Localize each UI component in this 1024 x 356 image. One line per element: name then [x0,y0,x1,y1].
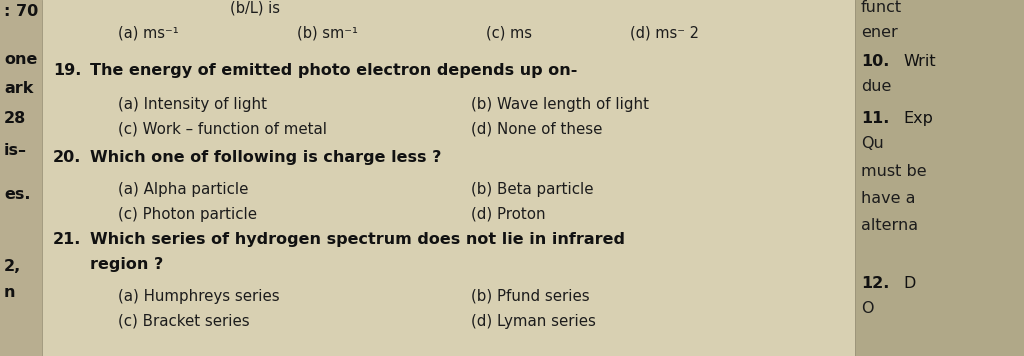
Text: is–: is– [4,143,27,158]
Text: Qu: Qu [861,136,884,151]
Text: funct: funct [861,0,902,15]
Text: (c) Work – function of metal: (c) Work – function of metal [118,121,327,136]
Text: Which one of following is charge less ?: Which one of following is charge less ? [90,150,441,165]
Text: (a) Humphreys series: (a) Humphreys series [118,289,280,304]
Text: 20.: 20. [53,150,82,165]
Text: (b) sm⁻¹: (b) sm⁻¹ [297,25,357,40]
Bar [0,0,42,356]
Text: have a: have a [861,191,915,206]
Text: due: due [861,79,891,94]
Text: alterna: alterna [861,218,919,232]
Text: 12.: 12. [861,276,890,291]
Text: one: one [4,52,37,67]
Text: ark: ark [4,80,34,95]
Text: (d) Proton: (d) Proton [471,207,546,222]
Text: region ?: region ? [90,257,164,272]
Text: Which series of hydrogen spectrum does not lie in infrared: Which series of hydrogen spectrum does n… [90,232,625,247]
Text: O: O [861,301,873,316]
Text: (a) Intensity of light: (a) Intensity of light [118,96,267,111]
Text: (c) ms: (c) ms [486,25,532,40]
Text: (a) ms⁻¹: (a) ms⁻¹ [118,25,178,40]
Text: must be: must be [861,164,927,179]
Text: (b) Wave length of light: (b) Wave length of light [471,96,649,111]
Text: 19.: 19. [53,63,82,78]
Text: (a) Alpha particle: (a) Alpha particle [118,182,248,197]
Text: es.: es. [4,187,31,202]
Text: 2,: 2, [4,258,22,273]
Text: (b/L) is: (b/L) is [230,0,280,15]
Text: (d) Lyman series: (d) Lyman series [471,314,596,329]
Text: 10.: 10. [861,54,890,69]
Text: 11.: 11. [861,111,890,126]
Text: D: D [903,276,915,291]
Text: 28: 28 [4,111,27,126]
Text: (c) Photon particle: (c) Photon particle [118,207,257,222]
Text: (d) None of these: (d) None of these [471,121,602,136]
Text: (c) Bracket series: (c) Bracket series [118,314,250,329]
Bar [42,0,855,356]
Text: Exp: Exp [903,111,933,126]
Text: n: n [4,285,15,300]
Text: (d) ms⁻ 2: (d) ms⁻ 2 [630,25,698,40]
Text: ener: ener [861,25,898,40]
Text: 21.: 21. [53,232,82,247]
Text: Writ: Writ [903,54,936,69]
Text: (b) Beta particle: (b) Beta particle [471,182,594,197]
Text: (b) Pfund series: (b) Pfund series [471,289,590,304]
Bar [855,0,1024,356]
Text: : 70: : 70 [4,4,38,19]
Text: The energy of emitted photo electron depends up on-: The energy of emitted photo electron dep… [90,63,578,78]
